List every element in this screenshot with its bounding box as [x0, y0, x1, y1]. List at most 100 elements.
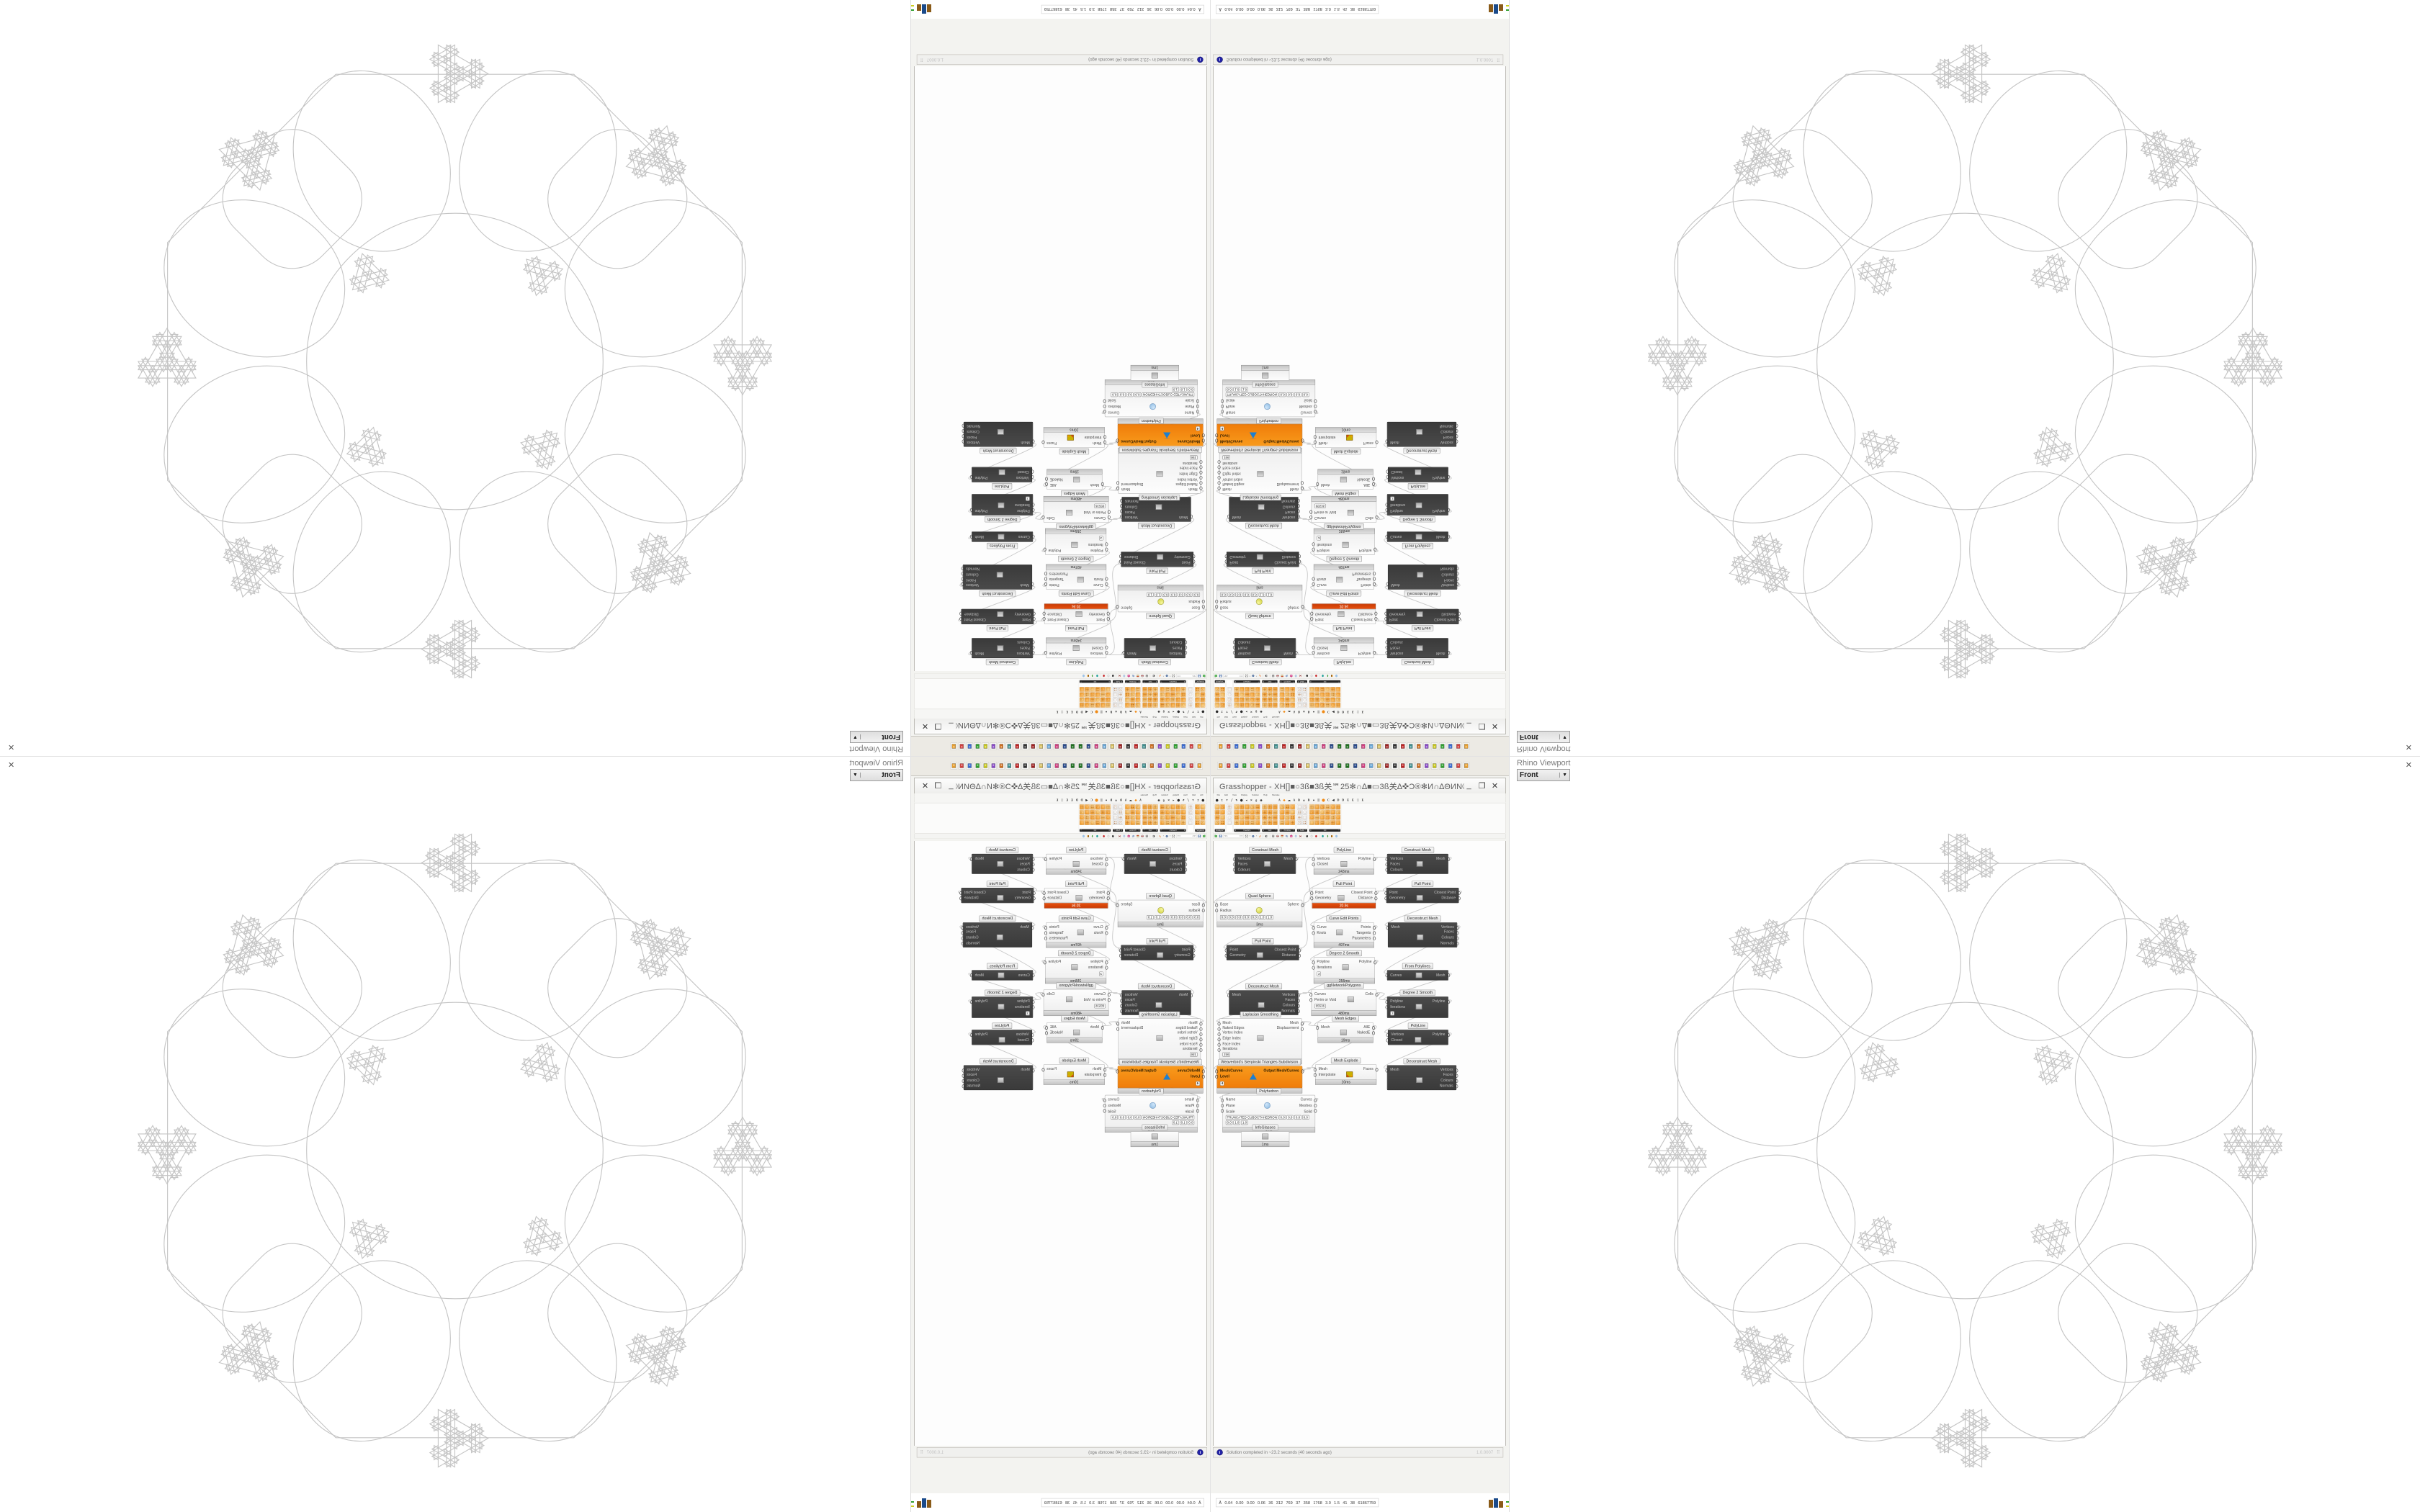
component-input-pin[interactable]: Polyline [1317, 548, 1330, 553]
component-input-pin[interactable]: Colours [1237, 640, 1250, 645]
input-connector-nub[interactable] [1385, 508, 1389, 512]
ribbon-component-icon[interactable] [1085, 814, 1090, 820]
component-output-pin[interactable]: Closest Point [1047, 890, 1070, 894]
component-output-pin[interactable]: Polyline [1358, 856, 1371, 860]
ribbon-component-icon[interactable] [1272, 697, 1278, 703]
component-input-pin[interactable]: Level [1191, 433, 1201, 438]
chevron-left-icon[interactable]: ◆ [1234, 829, 1237, 832]
ribbon-component-icon[interactable] [1330, 804, 1335, 809]
component-widget[interactable] [1240, 403, 1296, 410]
ribbon-component-icon[interactable] [1118, 804, 1124, 809]
addon-owl-icon[interactable]: ● [1312, 798, 1315, 802]
component-value-field[interactable]: 0.0 [1294, 392, 1301, 397]
input-connector-nub[interactable] [1031, 857, 1035, 861]
input-connector-nub[interactable] [1031, 1038, 1034, 1043]
component-value-field[interactable]: 65536 [1094, 1004, 1106, 1009]
mat-blue-icon[interactable] [1082, 834, 1085, 838]
menu-item-help[interactable]: Help [1152, 716, 1157, 719]
ribbon-component-icon[interactable] [1175, 697, 1181, 703]
component-body[interactable]: Mesh AllE NakedE [1045, 474, 1104, 490]
input-connector-nub[interactable] [1184, 868, 1188, 872]
rhino-tool-icon[interactable] [1077, 762, 1084, 770]
component-input-pin[interactable]: Geometry [1315, 612, 1332, 616]
component-widget[interactable] [987, 645, 1013, 651]
output-connector-nub[interactable] [1455, 1079, 1458, 1083]
ribbon-component-icon[interactable] [1170, 703, 1176, 708]
ribbon-component-icon[interactable] [1262, 814, 1268, 820]
component-body[interactable]: Curve Points Knots Tangents Parameters [1044, 569, 1108, 590]
profiler-icon[interactable] [1271, 834, 1275, 838]
ribbon-component-icon[interactable] [1325, 703, 1330, 708]
ribbon-component-icon[interactable] [1101, 804, 1106, 809]
ribbon-component-icon[interactable] [1142, 697, 1148, 703]
gh-component[interactable]: Deconstruct Mesh Mesh Vertices Faces Colours… [1386, 564, 1459, 598]
input-connector-nub[interactable] [1221, 1109, 1224, 1113]
output-connector-nub[interactable] [1447, 857, 1451, 861]
ribbon-component-icon[interactable] [1272, 703, 1278, 708]
chevron-down-icon[interactable]: ▼ [853, 734, 861, 739]
sets-tab-icon[interactable]: Y [1226, 798, 1228, 802]
ribbon-component-icon[interactable] [1160, 687, 1165, 692]
component-value-field[interactable]: 0.0 [1193, 915, 1201, 920]
input-connector-nub[interactable] [1201, 433, 1205, 438]
input-connector-nub[interactable] [1215, 1069, 1219, 1074]
ribbon-component-icon[interactable] [1214, 703, 1220, 708]
rhino-tool-icon[interactable] [982, 762, 989, 770]
ribbon-component-icon[interactable] [1135, 809, 1141, 815]
output-connector-nub[interactable] [1447, 534, 1451, 539]
component-value-field[interactable]: 4 [1219, 1081, 1224, 1086]
component-value-field[interactable]: 0.0 [1185, 915, 1193, 920]
ribbon-component-icon[interactable] [1284, 820, 1290, 825]
component-body[interactable]: Curves Cells Perim or Void 65536 [1309, 501, 1379, 523]
gh-component[interactable]: Quad Sphere Base Sphere Radius 0.0 0.0 0.0 0.0 0… [1215, 585, 1304, 620]
component-output-pin[interactable]: Normals [1281, 1008, 1296, 1013]
addon-d-icon[interactable]: D [1337, 710, 1340, 714]
ribbon-component-icon[interactable] [1113, 820, 1118, 825]
component-output-pin[interactable]: Faces [1285, 510, 1296, 515]
ribbon-component-icon[interactable] [1085, 697, 1090, 703]
component-input-pin[interactable]: Knots [1093, 577, 1103, 582]
chevron-down-icon[interactable]: ▼ [1559, 734, 1567, 739]
component-output-pin[interactable]: Faces [1443, 435, 1453, 440]
component-output-pin[interactable]: Normals [967, 1084, 981, 1088]
input-connector-nub[interactable] [1031, 508, 1035, 512]
rhino-tool-icon[interactable] [1463, 742, 1470, 750]
component-value-field[interactable]: 2 [1025, 1011, 1030, 1016]
addon-blob-icon[interactable]: ⬤ [1322, 798, 1325, 802]
ribbon-component-icon[interactable] [1175, 692, 1181, 698]
ribbon-group-label-util[interactable]: ◆ Util ▼ [1309, 829, 1341, 832]
component-input-pin[interactable]: Geometry [1014, 896, 1031, 900]
component-output-pin[interactable]: Displacement [1121, 482, 1144, 487]
ribbon-component-icon[interactable] [1255, 687, 1260, 692]
component-value-field[interactable]: 1.0 [1258, 915, 1266, 920]
ribbon-component-icon[interactable] [1135, 820, 1141, 825]
maths-tab-icon[interactable]: Σ [1221, 710, 1223, 714]
chevron-left-icon[interactable]: ◆ [1156, 829, 1157, 832]
rhino-tool-icon[interactable] [1164, 762, 1171, 770]
component-input-pin[interactable]: Faces [1172, 646, 1183, 650]
ribbon-component-icon[interactable] [1188, 687, 1193, 692]
ribbon-component-icon[interactable] [1079, 814, 1085, 820]
component-body[interactable]: Point Closest Point Geometry Distance [959, 887, 1036, 904]
gha-assembly-icon[interactable]: GHA [1276, 834, 1279, 838]
mat-teal-icon[interactable] [1321, 834, 1325, 838]
scribble-icon[interactable] [1136, 834, 1139, 838]
component-nickname[interactable]: Deconstruct Mesh [1404, 915, 1441, 922]
output-connector-nub[interactable] [1447, 474, 1451, 479]
gh-component[interactable]: PolyLine Vertices Polyline Closed 243ms [1044, 846, 1108, 875]
search-icon[interactable]: S [1131, 834, 1135, 838]
ribbon-component-icon[interactable] [1234, 703, 1240, 708]
input-connector-nub[interactable] [1196, 1104, 1199, 1108]
component-input-pin[interactable]: Base [1219, 606, 1229, 610]
input-connector-nub[interactable] [1105, 547, 1108, 552]
component-nickname[interactable]: Mesh Edges [1332, 1015, 1359, 1022]
output-connector-nub[interactable] [1044, 857, 1047, 861]
gh-component[interactable]: PolyLine Vertices Polyline Closed 243ms [1312, 846, 1376, 875]
menu-item-edit[interactable]: Edit [1224, 716, 1228, 719]
gh-component[interactable]: Deconstruct Mesh Mesh Vertices Faces Colours… [962, 1057, 1035, 1091]
ribbon-component-icon[interactable] [1118, 697, 1124, 703]
input-connector-nub[interactable] [1224, 953, 1228, 958]
rhino-tool-icon[interactable] [958, 762, 965, 770]
addon-a2-icon[interactable]: A [1124, 710, 1127, 714]
input-connector-nub[interactable] [1184, 863, 1188, 867]
